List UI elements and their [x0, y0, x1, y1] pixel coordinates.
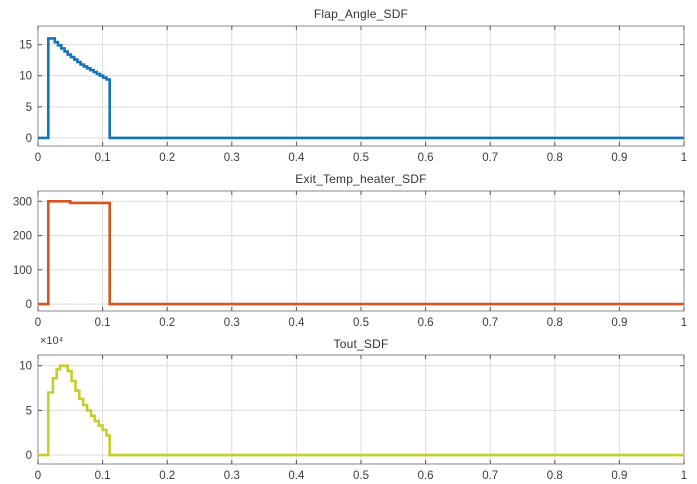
subplot-exit-temp-heater: Exit_Temp_heater_SDF 0 0.1 0.2 0.3 0.4 0.5 0.6…: [0, 166, 697, 331]
tick-labels: 0 0.1 0.2 0.3 0.4 0.5 0.6 0.7 0.8 0.9 1 0 100 200 300: [13, 196, 687, 329]
y-tick-label: 5: [26, 405, 32, 417]
x-tick-label: 0.3: [224, 470, 240, 482]
plot-title-flap-angle: Flap_Angle_SDF: [313, 7, 409, 21]
x-tick-label: 0.5: [353, 317, 369, 329]
x-tick-label: 0: [35, 152, 41, 164]
subplot-title-row: Exit_Temp_heater_SDF: [0, 166, 697, 189]
subplot-title-row: Tout_SDF: [0, 331, 697, 353]
x-tick-label: 0.4: [288, 317, 305, 329]
signal-line: [38, 200, 684, 306]
x-tick-label: 0.5: [353, 470, 369, 482]
y-tick-label: 0: [26, 133, 32, 145]
x-tick-label: 0.2: [159, 317, 175, 329]
y-tick-label: 10: [19, 71, 32, 83]
x-tick-label: 0.9: [611, 470, 627, 482]
plot-title-tout: Tout_SDF: [333, 337, 389, 351]
y-tick-label: 10: [19, 361, 32, 373]
x-tick-label: 0: [35, 470, 41, 482]
x-tick-label: 0.2: [159, 470, 175, 482]
grid-lines: [38, 26, 684, 146]
x-tick-label: 0.3: [224, 152, 240, 164]
x-tick-label: 0.8: [547, 152, 563, 164]
tick-marks: [37, 355, 685, 464]
grid-lines: [38, 191, 684, 311]
x-tick-label: 0.8: [547, 470, 563, 482]
grid-lines: [38, 355, 684, 464]
x-tick-label: 0.6: [418, 152, 434, 164]
x-tick-label: 0: [35, 317, 41, 329]
y-tick-label: 0: [26, 450, 32, 462]
x-tick-label: 1: [681, 152, 687, 164]
x-tick-label: 0.4: [288, 470, 305, 482]
x-tick-label: 0.1: [95, 152, 111, 164]
x-tick-label: 1: [681, 470, 687, 482]
x-tick-label: 1: [681, 317, 687, 329]
y-tick-label: 300: [13, 196, 32, 208]
x-tick-label: 0.1: [95, 317, 111, 329]
signal-line: [38, 364, 684, 457]
subplot-tout: Tout_SDF ×10⁴ 0 0.1 0.2 0.3 0.4 0.5 0.6 0.7 0.8 0…: [0, 331, 697, 484]
x-tick-label: 0.7: [482, 470, 498, 482]
x-tick-label: 0.2: [159, 152, 175, 164]
x-tick-label: 0.7: [482, 317, 498, 329]
signal-line: [38, 37, 684, 140]
y-tick-label: 0: [26, 299, 32, 311]
x-tick-label: 0.9: [611, 152, 627, 164]
x-tick-label: 0.4: [288, 152, 305, 164]
x-tick-label: 0.5: [353, 152, 369, 164]
x-tick-label: 0.6: [418, 317, 434, 329]
plot-canvas-exit-temp-heater: 0 0.1 0.2 0.3 0.4 0.5 0.6 0.7 0.8 0.9 1 0 100 200 300: [13, 190, 687, 329]
x-tick-label: 0.3: [224, 317, 240, 329]
x-tick-label: 0.8: [547, 317, 563, 329]
y-axis-exponent-label: ×10⁴: [40, 335, 64, 347]
y-tick-label: 100: [13, 265, 32, 277]
x-tick-label: 0.1: [95, 470, 111, 482]
subplot-flap-angle: Flap_Angle_SDF 0 0.1 0.2 0.3 0.4 0.5 0.6 0.7 0.8…: [0, 0, 697, 166]
y-tick-label: 200: [13, 231, 32, 243]
y-tick-label: 5: [26, 102, 32, 114]
x-tick-label: 0.6: [418, 470, 434, 482]
subplot-title-row: Flap_Angle_SDF: [0, 0, 697, 24]
x-tick-label: 0.9: [611, 317, 627, 329]
y-tick-label: 15: [19, 40, 32, 52]
x-tick-label: 0.7: [482, 152, 498, 164]
plot-title-exit-temp-heater: Exit_Temp_heater_SDF: [295, 172, 427, 186]
